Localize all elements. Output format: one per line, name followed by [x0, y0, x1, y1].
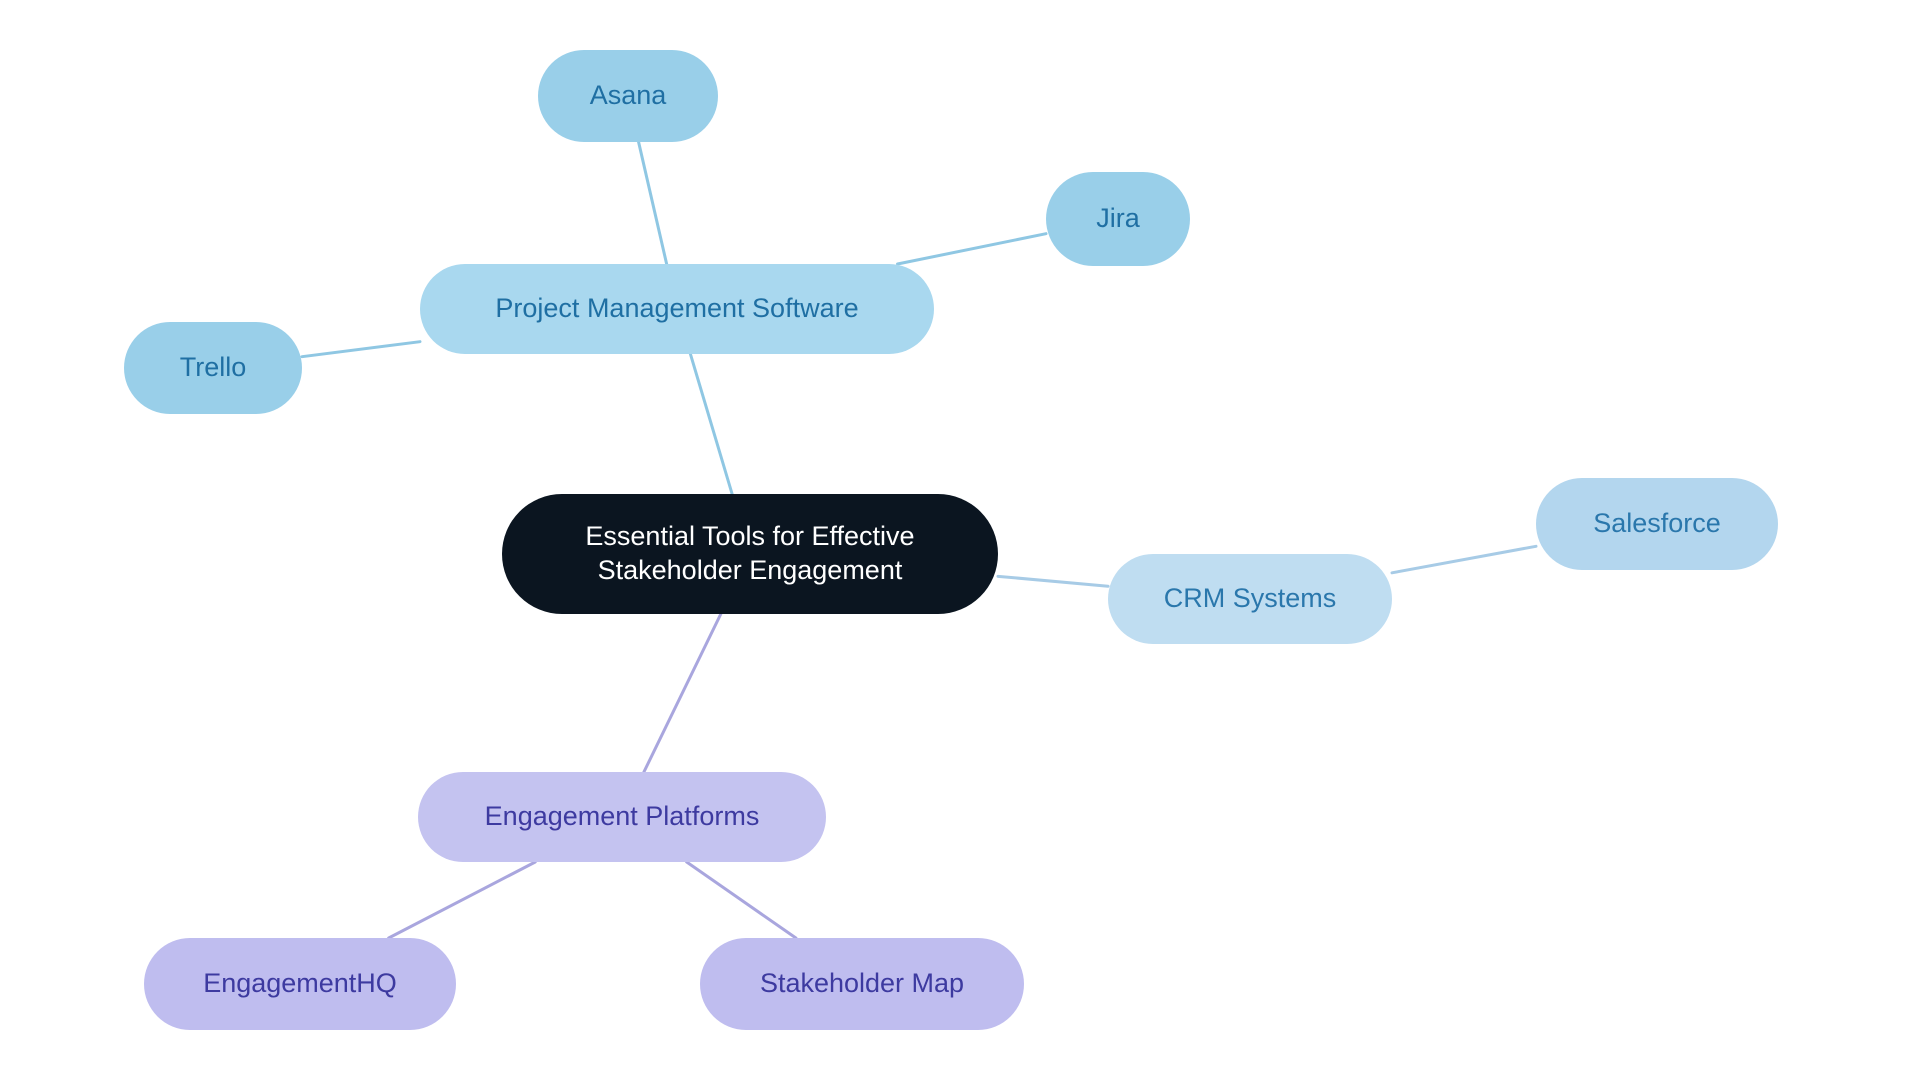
node-label: Stakeholder Map [760, 967, 964, 1001]
diagram-canvas: Essential Tools for Effective Stakeholde… [0, 0, 1920, 1083]
node-label: Trello [180, 351, 247, 385]
node-smap[interactable]: Stakeholder Map [700, 938, 1024, 1030]
node-label: Project Management Software [495, 292, 858, 326]
edge-center-pms [690, 354, 732, 494]
node-asana[interactable]: Asana [538, 50, 718, 142]
edge-pms-trello [302, 342, 420, 357]
edge-pms-asana [639, 142, 667, 264]
node-label: Engagement Platforms [485, 800, 760, 834]
edge-crm-salesforce [1392, 546, 1536, 573]
node-engage[interactable]: Engagement Platforms [418, 772, 826, 862]
node-ehq[interactable]: EngagementHQ [144, 938, 456, 1030]
edge-pms-jira [898, 234, 1047, 264]
node-trello[interactable]: Trello [124, 322, 302, 414]
node-label: Asana [590, 79, 667, 113]
edge-center-crm [998, 576, 1108, 586]
node-crm[interactable]: CRM Systems [1108, 554, 1392, 644]
node-label: Jira [1096, 202, 1140, 236]
node-label: EngagementHQ [203, 967, 397, 1001]
node-label: Essential Tools for Effective Stakeholde… [585, 520, 914, 588]
node-salesforce[interactable]: Salesforce [1536, 478, 1778, 570]
node-pms[interactable]: Project Management Software [420, 264, 934, 354]
node-jira[interactable]: Jira [1046, 172, 1190, 266]
node-label: CRM Systems [1164, 582, 1337, 616]
edge-engage-smap [687, 862, 796, 938]
node-label: Salesforce [1593, 507, 1721, 541]
edge-center-engage [644, 614, 721, 772]
node-center[interactable]: Essential Tools for Effective Stakeholde… [502, 494, 998, 614]
edge-engage-ehq [389, 862, 536, 938]
